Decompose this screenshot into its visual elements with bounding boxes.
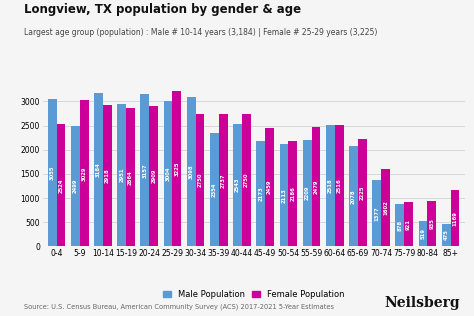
Text: 921: 921 <box>406 219 411 230</box>
Bar <box>233 124 242 246</box>
Bar <box>372 180 381 246</box>
Text: 2209: 2209 <box>305 186 310 200</box>
Bar <box>381 169 390 246</box>
Text: 1377: 1377 <box>374 206 379 221</box>
Text: 3225: 3225 <box>174 161 179 176</box>
Bar <box>451 190 459 246</box>
Bar <box>303 140 311 246</box>
Bar <box>126 108 135 246</box>
Text: 3029: 3029 <box>82 166 87 180</box>
Bar <box>140 94 149 246</box>
Text: 935: 935 <box>429 218 434 229</box>
Text: 3157: 3157 <box>142 163 147 178</box>
Text: 2750: 2750 <box>198 173 202 187</box>
Text: 2864: 2864 <box>128 170 133 185</box>
Text: Neilsberg: Neilsberg <box>384 296 460 310</box>
Bar <box>196 113 204 246</box>
Text: Longview, TX population by gender & age: Longview, TX population by gender & age <box>24 3 301 16</box>
Bar <box>311 127 320 246</box>
Text: 2459: 2459 <box>267 180 272 194</box>
Bar <box>56 125 65 246</box>
Bar <box>187 97 196 246</box>
Bar <box>326 125 335 246</box>
Bar <box>288 141 297 246</box>
Text: 2750: 2750 <box>244 173 249 187</box>
Text: 2518: 2518 <box>328 178 333 193</box>
Bar <box>265 128 274 246</box>
Bar <box>428 201 436 246</box>
Bar <box>280 144 288 246</box>
Bar <box>94 93 103 246</box>
Text: 1169: 1169 <box>453 211 457 226</box>
Bar <box>404 202 413 246</box>
Text: 878: 878 <box>397 220 402 231</box>
Text: Largest age group (population) : Male # 10-14 years (3,184) | Female # 25-29 yea: Largest age group (population) : Male # … <box>24 28 377 37</box>
Bar <box>117 104 126 246</box>
Text: 3184: 3184 <box>96 162 101 177</box>
Bar <box>164 101 173 246</box>
Bar <box>242 113 251 246</box>
Bar <box>256 142 265 246</box>
Bar <box>149 106 158 246</box>
Bar <box>349 146 358 246</box>
Text: 2951: 2951 <box>119 168 124 182</box>
Text: 2918: 2918 <box>105 169 110 183</box>
Bar <box>219 114 228 246</box>
Text: 2354: 2354 <box>212 182 217 197</box>
Bar <box>71 126 80 246</box>
Bar <box>210 133 219 246</box>
Text: 2479: 2479 <box>313 179 319 194</box>
Text: 2737: 2737 <box>221 173 226 188</box>
Text: 2225: 2225 <box>360 185 365 200</box>
Bar <box>335 125 344 246</box>
Text: 2499: 2499 <box>73 179 78 193</box>
Text: 2113: 2113 <box>282 188 286 203</box>
Bar <box>48 99 56 246</box>
Text: 2173: 2173 <box>258 187 263 201</box>
Bar <box>442 223 451 246</box>
Bar <box>358 139 367 246</box>
Text: 2078: 2078 <box>351 189 356 204</box>
Text: 2543: 2543 <box>235 178 240 192</box>
Bar <box>103 106 112 246</box>
Text: 2516: 2516 <box>337 178 342 193</box>
Text: 3098: 3098 <box>189 164 194 179</box>
Text: 2524: 2524 <box>58 178 64 193</box>
Bar <box>173 91 181 246</box>
Text: 2909: 2909 <box>151 169 156 183</box>
Bar <box>395 204 404 246</box>
Text: 1602: 1602 <box>383 200 388 215</box>
Text: 475: 475 <box>444 229 449 240</box>
Text: 2186: 2186 <box>290 186 295 201</box>
Bar <box>419 222 428 246</box>
Bar <box>80 100 89 246</box>
Text: 3004: 3004 <box>165 167 171 181</box>
Text: 519: 519 <box>420 228 426 240</box>
Text: 3055: 3055 <box>50 165 55 180</box>
Text: Source: U.S. Census Bureau, American Community Survey (ACS) 2017-2021 5-Year Est: Source: U.S. Census Bureau, American Com… <box>24 303 334 310</box>
Legend: Male Population, Female Population: Male Population, Female Population <box>160 287 347 302</box>
